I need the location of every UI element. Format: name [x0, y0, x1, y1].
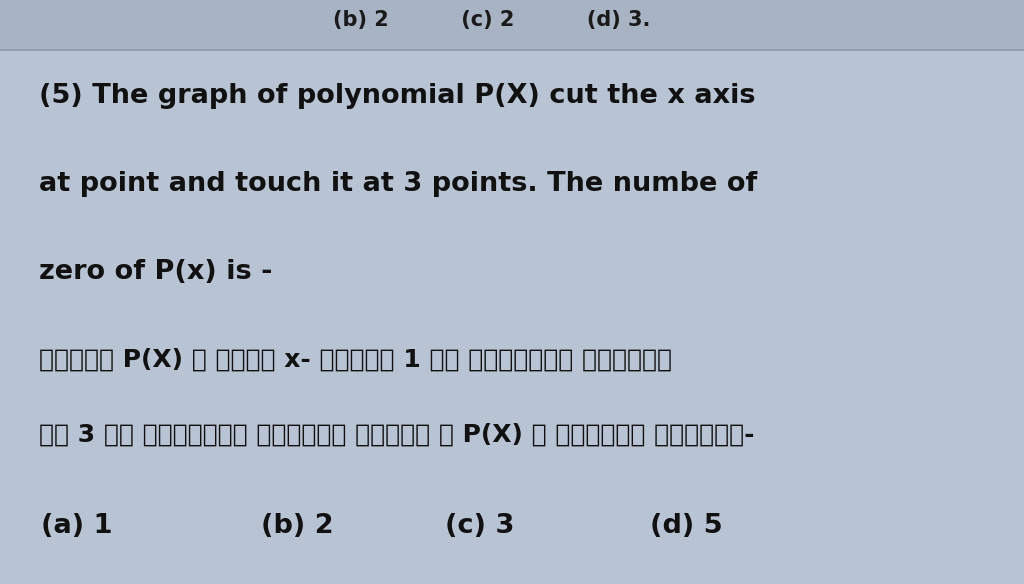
- Text: at point and touch it at 3 points. The numbe of: at point and touch it at 3 points. The n…: [39, 171, 757, 197]
- Text: (b) 2: (b) 2: [261, 513, 334, 538]
- Text: আর 3 টা বিন্দুত স্পর্শ করিছে । P(X) র শূন্যর সংখ্যা-: আর 3 টা বিন্দুত স্পর্শ করিছে । P(X) র শূ…: [39, 423, 755, 447]
- Text: (b) 2          (c) 2          (d) 3.: (b) 2 (c) 2 (d) 3.: [333, 11, 650, 30]
- Text: zero of P(x) is -: zero of P(x) is -: [39, 259, 272, 284]
- Text: (c) 3: (c) 3: [445, 513, 515, 538]
- Text: (a) 1: (a) 1: [41, 513, 113, 538]
- Text: (d) 5: (d) 5: [650, 513, 723, 538]
- Bar: [0, 0, 1024, 50]
- Text: (5) The graph of polynomial P(X) cut the x axis: (5) The graph of polynomial P(X) cut the…: [39, 84, 756, 109]
- Text: বহুপদ P(X) র লেখে x- অক্ষর 1 টা বিন্দুত কাটিছে: বহুপদ P(X) র লেখে x- অক্ষর 1 টা বিন্দুত …: [39, 347, 672, 371]
